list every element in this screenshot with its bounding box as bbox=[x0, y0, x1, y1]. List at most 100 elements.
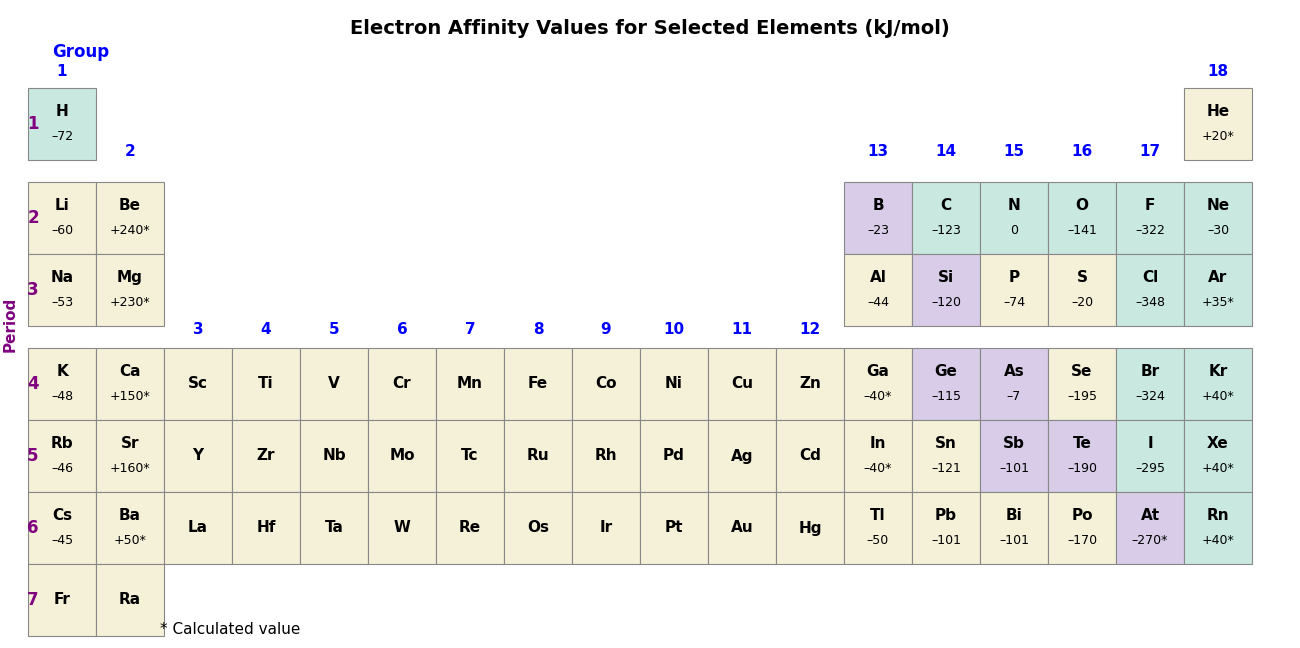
Text: Au: Au bbox=[731, 520, 753, 535]
FancyBboxPatch shape bbox=[231, 348, 300, 420]
Text: 4: 4 bbox=[27, 375, 39, 393]
Text: Cr: Cr bbox=[393, 376, 411, 391]
Text: Cd: Cd bbox=[800, 448, 820, 463]
Text: Mo: Mo bbox=[389, 448, 415, 463]
FancyBboxPatch shape bbox=[436, 492, 504, 564]
FancyBboxPatch shape bbox=[368, 420, 436, 492]
Text: 9: 9 bbox=[601, 321, 611, 336]
Text: 5: 5 bbox=[27, 447, 39, 465]
Text: Ti: Ti bbox=[259, 376, 274, 391]
FancyBboxPatch shape bbox=[708, 492, 776, 564]
Text: –115: –115 bbox=[931, 391, 961, 404]
FancyBboxPatch shape bbox=[1184, 492, 1252, 564]
Text: Y: Y bbox=[192, 448, 204, 463]
Text: –72: –72 bbox=[51, 130, 73, 143]
FancyBboxPatch shape bbox=[776, 420, 844, 492]
Text: –101: –101 bbox=[998, 535, 1030, 548]
Text: Xe: Xe bbox=[1208, 435, 1228, 450]
Text: 3: 3 bbox=[192, 321, 203, 336]
Text: Sr: Sr bbox=[121, 435, 139, 450]
Text: –20: –20 bbox=[1071, 297, 1093, 310]
Text: In: In bbox=[870, 435, 887, 450]
Text: W: W bbox=[394, 520, 411, 535]
FancyBboxPatch shape bbox=[1115, 420, 1184, 492]
Text: Os: Os bbox=[526, 520, 549, 535]
Text: Rh: Rh bbox=[594, 448, 618, 463]
Text: Kr: Kr bbox=[1209, 364, 1227, 378]
Text: Ge: Ge bbox=[935, 364, 957, 378]
Text: 7: 7 bbox=[464, 321, 476, 336]
Text: As: As bbox=[1004, 364, 1024, 378]
Text: –40*: –40* bbox=[863, 463, 892, 476]
FancyBboxPatch shape bbox=[1048, 492, 1115, 564]
FancyBboxPatch shape bbox=[572, 420, 640, 492]
FancyBboxPatch shape bbox=[1184, 182, 1252, 254]
FancyBboxPatch shape bbox=[844, 182, 913, 254]
Text: Li: Li bbox=[55, 198, 69, 213]
FancyBboxPatch shape bbox=[1115, 182, 1184, 254]
Text: +40*: +40* bbox=[1201, 535, 1235, 548]
Text: Ga: Ga bbox=[867, 364, 889, 378]
Text: –295: –295 bbox=[1135, 463, 1165, 476]
Text: Cs: Cs bbox=[52, 507, 72, 522]
Text: –322: –322 bbox=[1135, 224, 1165, 237]
Text: Ag: Ag bbox=[731, 448, 753, 463]
Text: Ne: Ne bbox=[1206, 198, 1230, 213]
Text: Sc: Sc bbox=[188, 376, 208, 391]
Text: 12: 12 bbox=[800, 321, 820, 336]
Text: Ru: Ru bbox=[526, 448, 550, 463]
FancyBboxPatch shape bbox=[640, 492, 709, 564]
Text: Mn: Mn bbox=[458, 376, 484, 391]
Text: Rb: Rb bbox=[51, 435, 73, 450]
Text: Pt: Pt bbox=[664, 520, 684, 535]
FancyBboxPatch shape bbox=[29, 88, 96, 160]
Text: –50: –50 bbox=[867, 535, 889, 548]
Text: Ir: Ir bbox=[599, 520, 612, 535]
FancyBboxPatch shape bbox=[844, 492, 913, 564]
FancyBboxPatch shape bbox=[231, 492, 300, 564]
Text: –141: –141 bbox=[1067, 224, 1097, 237]
Text: Electron Affinity Values for Selected Elements (kJ/mol): Electron Affinity Values for Selected El… bbox=[350, 19, 950, 38]
Text: 6: 6 bbox=[396, 321, 407, 336]
Text: –101: –101 bbox=[931, 535, 961, 548]
Text: Hg: Hg bbox=[798, 520, 822, 535]
FancyBboxPatch shape bbox=[844, 348, 913, 420]
Text: –348: –348 bbox=[1135, 297, 1165, 310]
Text: +50*: +50* bbox=[113, 535, 147, 548]
FancyBboxPatch shape bbox=[29, 182, 96, 254]
Text: Na: Na bbox=[51, 270, 74, 284]
Text: 2: 2 bbox=[125, 145, 135, 159]
FancyBboxPatch shape bbox=[572, 348, 640, 420]
Text: H: H bbox=[56, 104, 69, 119]
FancyBboxPatch shape bbox=[844, 420, 913, 492]
Text: –195: –195 bbox=[1067, 391, 1097, 404]
Text: Pb: Pb bbox=[935, 507, 957, 522]
Text: 14: 14 bbox=[936, 145, 957, 159]
FancyBboxPatch shape bbox=[96, 182, 164, 254]
FancyBboxPatch shape bbox=[504, 348, 572, 420]
Text: Bi: Bi bbox=[1006, 507, 1022, 522]
Text: Ta: Ta bbox=[325, 520, 343, 535]
Text: C: C bbox=[940, 198, 952, 213]
Text: Al: Al bbox=[870, 270, 887, 284]
Text: +240*: +240* bbox=[109, 224, 151, 237]
Text: –270*: –270* bbox=[1132, 535, 1169, 548]
FancyBboxPatch shape bbox=[980, 420, 1048, 492]
Text: 2: 2 bbox=[27, 209, 39, 227]
Text: Group: Group bbox=[52, 43, 109, 61]
Text: B: B bbox=[872, 198, 884, 213]
Text: –74: –74 bbox=[1002, 297, 1026, 310]
Text: At: At bbox=[1140, 507, 1160, 522]
Text: N: N bbox=[1008, 198, 1020, 213]
FancyBboxPatch shape bbox=[980, 348, 1048, 420]
Text: Re: Re bbox=[459, 520, 481, 535]
Text: –123: –123 bbox=[931, 224, 961, 237]
FancyBboxPatch shape bbox=[913, 254, 980, 326]
Text: 3: 3 bbox=[27, 281, 39, 299]
FancyBboxPatch shape bbox=[164, 492, 231, 564]
Text: 0: 0 bbox=[1010, 224, 1018, 237]
Text: –45: –45 bbox=[51, 535, 73, 548]
Text: La: La bbox=[188, 520, 208, 535]
FancyBboxPatch shape bbox=[980, 254, 1048, 326]
FancyBboxPatch shape bbox=[436, 348, 504, 420]
